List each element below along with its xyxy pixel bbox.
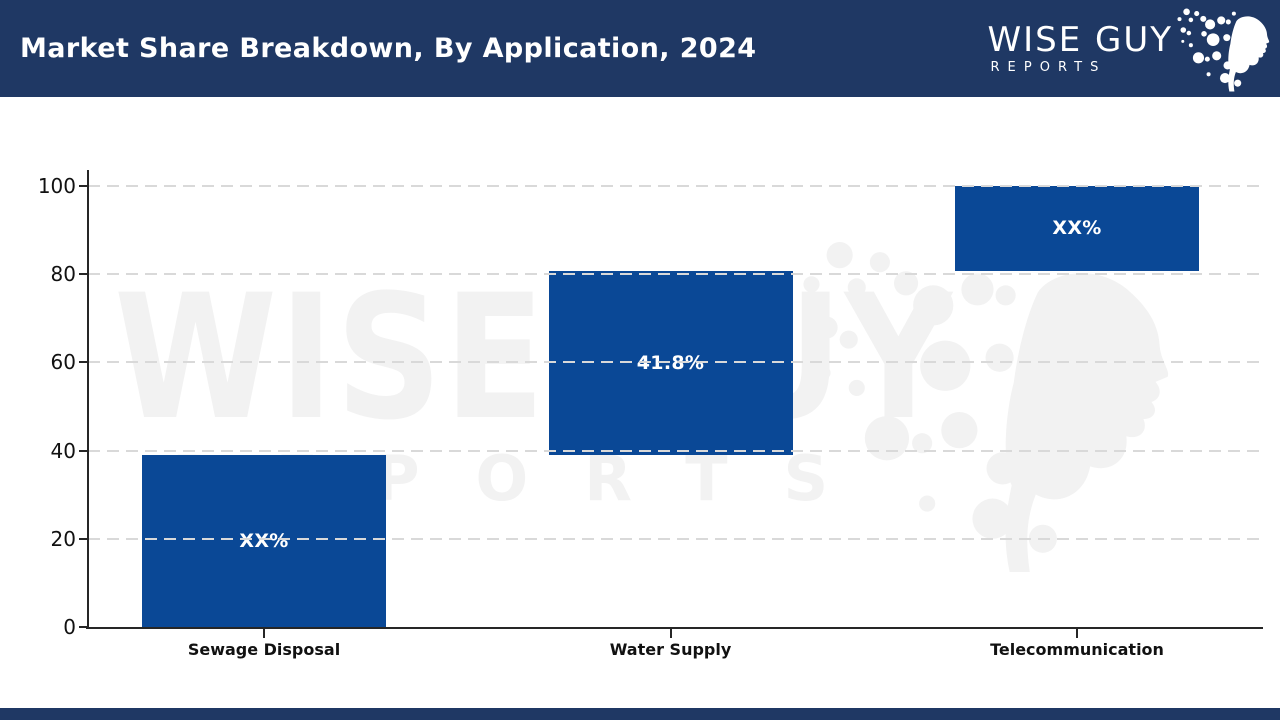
bar-value-label: XX% [1052, 217, 1102, 240]
logo-text: WISE GUY REPORTS [987, 23, 1173, 75]
bar-telecommunication: XX% [955, 186, 1199, 271]
x-tick-3 [1076, 629, 1078, 638]
x-tick-2 [669, 629, 672, 638]
y-tick-label-40: 40 [50, 438, 76, 463]
y-tick-label-20: 20 [50, 526, 76, 551]
x-category-label: Water Supply [609, 640, 732, 659]
wiseguy-logo: WISE GUY REPORTS [987, 6, 1270, 92]
y-tick-60 [79, 361, 87, 364]
header-bar: Market Share Breakdown, By Application, … [0, 0, 1280, 97]
y-tick-label-60: 60 [50, 350, 76, 375]
y-tick-label-100: 100 [37, 174, 76, 198]
y-tick-80 [79, 273, 87, 276]
y-axis-line [87, 170, 89, 629]
gridline-y100 [88, 185, 1261, 187]
bar-value-label: XX% [239, 529, 289, 552]
y-tick-label-0: 0 [63, 615, 76, 639]
x-axis-line [86, 627, 1263, 629]
logo-subtext: REPORTS [990, 59, 1107, 75]
gridline-y40 [88, 449, 1261, 452]
y-tick-0 [79, 626, 87, 628]
y-tick-100 [79, 185, 87, 187]
y-tick-label-80: 80 [50, 262, 76, 287]
logo-head-profile-icon [1175, 6, 1270, 92]
logo-wordmark: WISE GUY [987, 19, 1173, 60]
x-category-label: Telecommunication [990, 640, 1164, 659]
gridline-y20 [88, 537, 1261, 540]
gridline-y60 [88, 361, 1261, 364]
x-category-label: Sewage Disposal [187, 640, 341, 659]
y-tick-20 [79, 537, 87, 540]
bar-sewage-disposal: XX% [142, 455, 386, 627]
y-tick-40 [79, 449, 87, 452]
gridline-y80 [88, 273, 1261, 276]
x-tick-1 [263, 629, 265, 638]
footer-bar [0, 708, 1280, 720]
chart-title: Market Share Breakdown, By Application, … [20, 33, 757, 64]
